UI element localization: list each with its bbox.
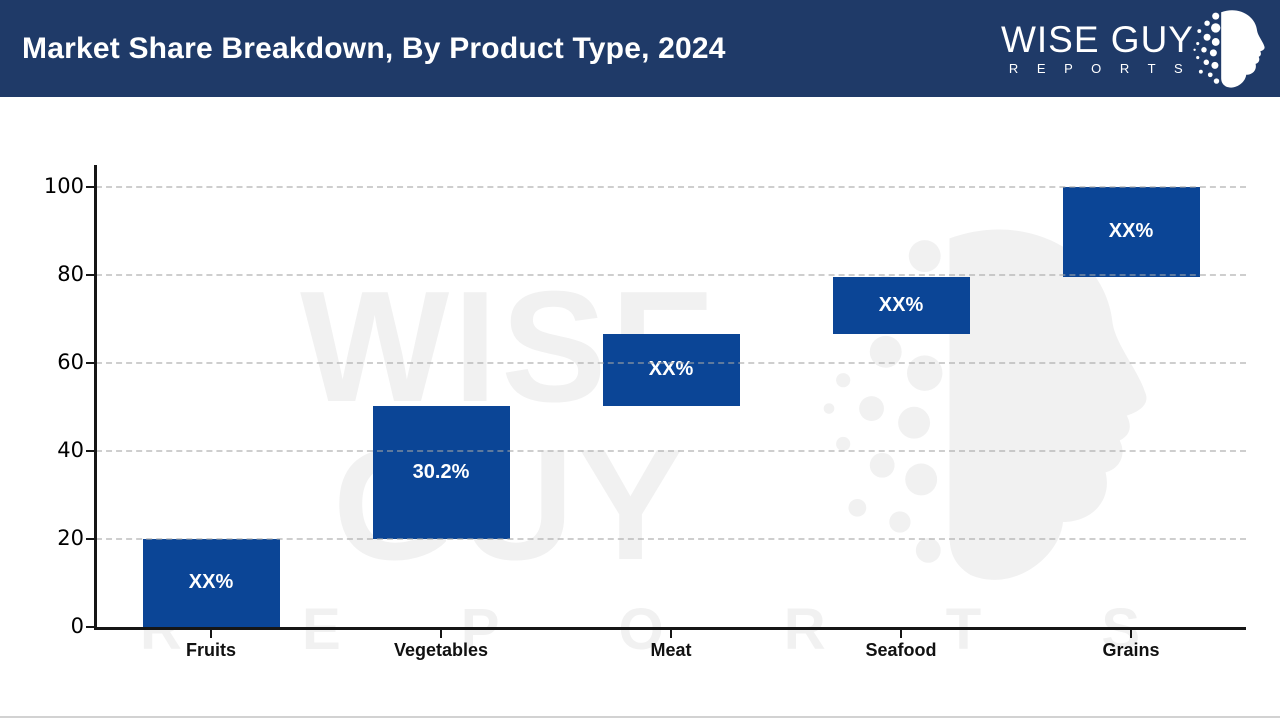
brand-subname: R E P O R T S (1008, 61, 1191, 76)
x-tick-grains (1130, 630, 1132, 638)
bar-meat: XX% (602, 333, 740, 407)
gridline-100 (96, 185, 1246, 188)
y-tick-label-100: 100 (43, 173, 84, 198)
brand-name: WISE GUY (1000, 19, 1194, 60)
bar-value-label-seafood: XX% (878, 293, 924, 316)
x-axis-label-vegetables: Vegetables (393, 640, 489, 660)
x-axis-label-fruits: Fruits (185, 640, 236, 660)
x-tick-meat (670, 630, 672, 638)
y-tick-label-20: 20 (57, 525, 84, 550)
brand-logo-text: WISE GUY R E P O R T S (1001, 21, 1194, 76)
x-axis-label-grains: Grains (1102, 640, 1160, 660)
gridline-20 (96, 537, 1246, 540)
y-tick-label-80: 80 (57, 261, 84, 286)
y-axis-line (94, 165, 97, 629)
bar-seafood: XX% (832, 277, 970, 334)
y-tick-label-40: 40 (57, 437, 84, 462)
x-axis-line (94, 627, 1246, 630)
y-tick-60 (86, 361, 95, 364)
y-tick-0 (86, 626, 95, 628)
x-axis-label-meat: Meat (650, 640, 692, 660)
y-tick-label-60: 60 (57, 349, 84, 374)
page-title: Market Share Breakdown, By Product Type,… (22, 31, 726, 65)
bar-grains: XX% (1062, 186, 1200, 278)
brand-logo: WISE GUY R E P O R T S (1001, 6, 1280, 92)
bottom-divider (0, 716, 1280, 718)
head-profile-icon (1193, 9, 1265, 88)
x-tick-vegetables (440, 630, 442, 638)
bar-value-label-fruits: XX% (188, 571, 234, 594)
y-tick-20 (86, 537, 95, 540)
bar-fruits: XX% (142, 538, 280, 627)
x-axis-label-seafood: Seafood (865, 640, 937, 660)
bar-vegetables: 30.2% (372, 406, 510, 539)
y-tick-40 (86, 449, 95, 452)
bar-value-label-vegetables: 30.2% (412, 460, 470, 483)
y-tick-label-0: 0 (70, 614, 84, 638)
x-tick-fruits (210, 630, 212, 638)
y-tick-100 (86, 185, 95, 188)
gridline-60 (96, 361, 1246, 364)
bar-value-label-grains: XX% (1108, 220, 1154, 243)
gridline-40 (96, 449, 1246, 452)
bar-value-label-meat: XX% (648, 358, 694, 381)
gridline-80 (96, 273, 1246, 276)
y-tick-80 (86, 273, 95, 276)
header-bar: Market Share Breakdown, By Product Type,… (0, 0, 1280, 97)
x-tick-seafood (900, 630, 902, 638)
